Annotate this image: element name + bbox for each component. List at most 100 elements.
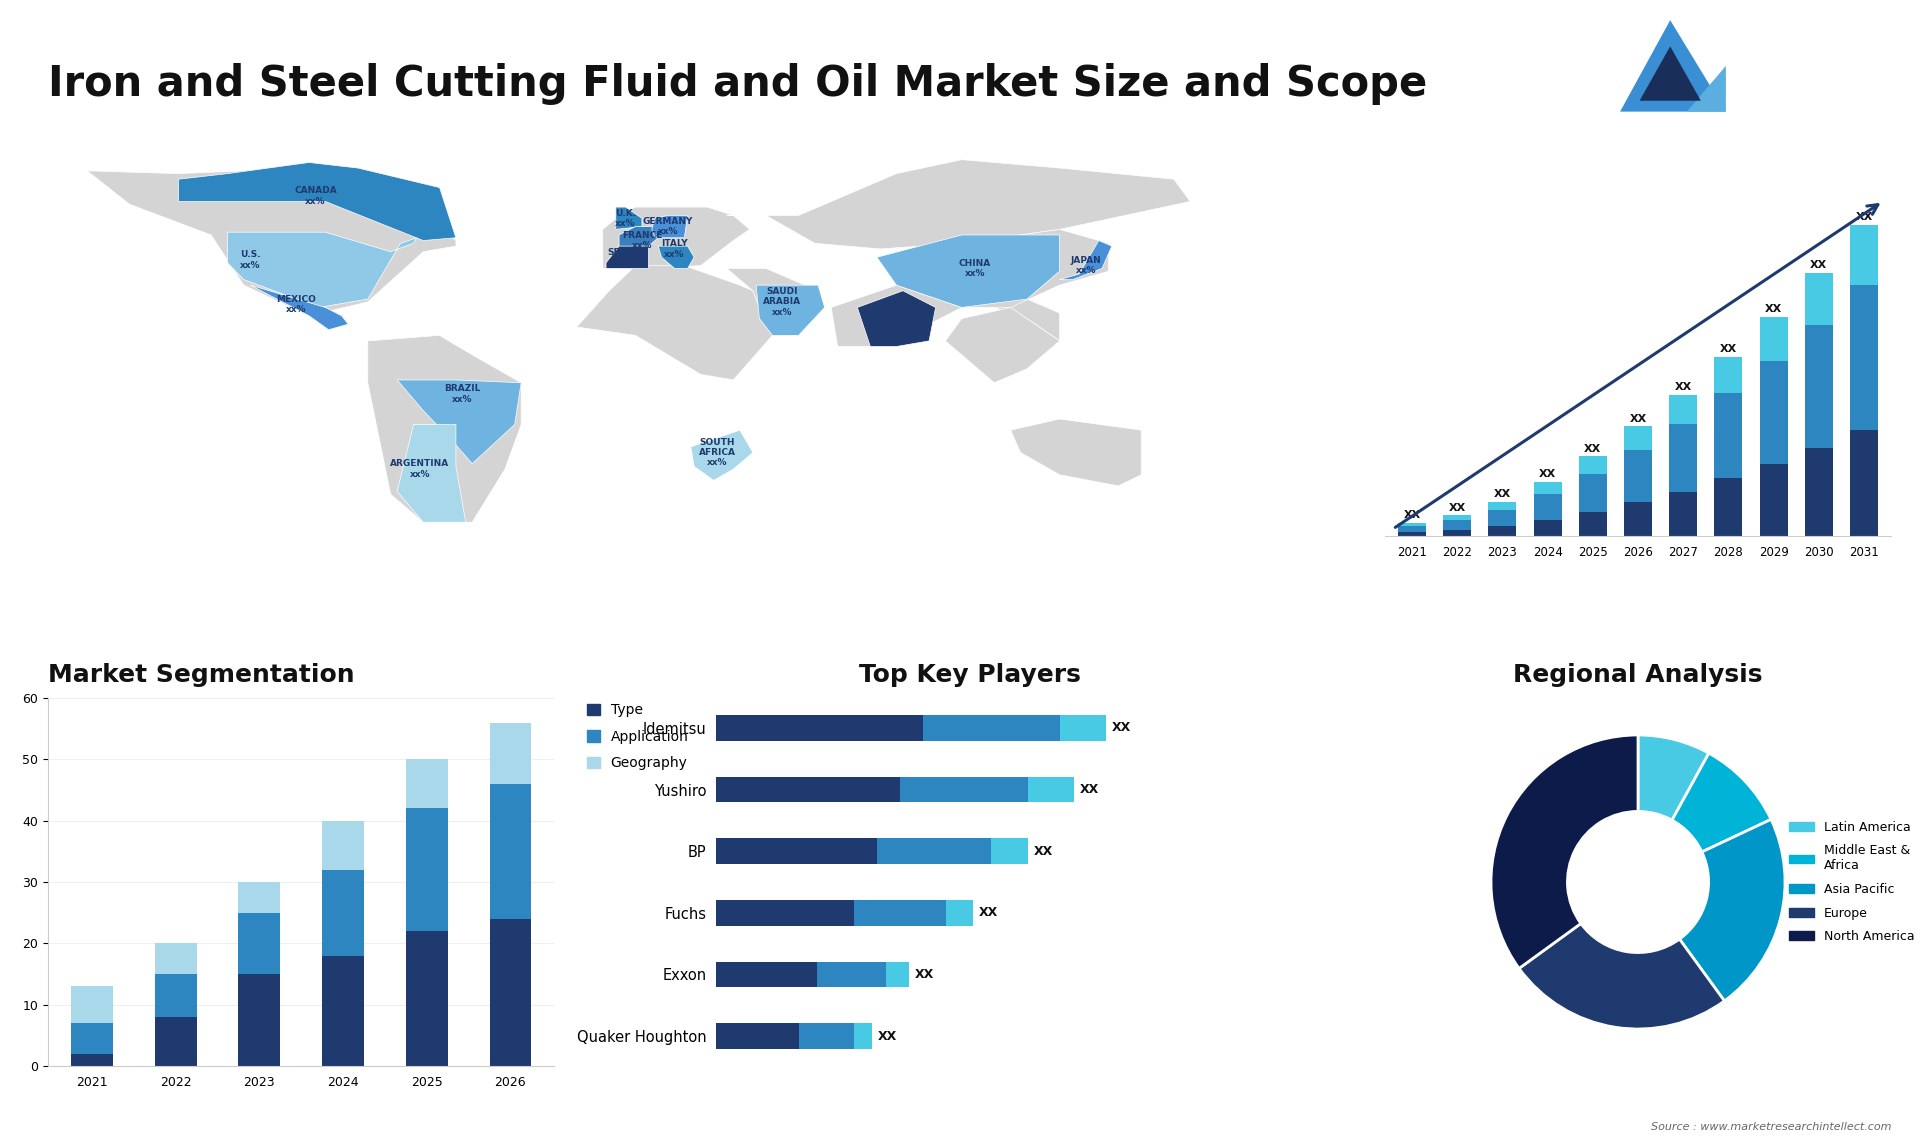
Bar <box>1851 431 1878 536</box>
Bar <box>1534 494 1561 520</box>
Bar <box>71 1053 113 1066</box>
Bar <box>1060 715 1106 740</box>
Bar <box>1398 532 1427 536</box>
Bar <box>885 961 908 988</box>
Title: Top Key Players: Top Key Players <box>858 662 1081 686</box>
Polygon shape <box>659 246 695 268</box>
Polygon shape <box>831 285 1060 346</box>
Bar <box>1805 273 1834 324</box>
Polygon shape <box>179 163 455 241</box>
Bar <box>924 715 1060 740</box>
Polygon shape <box>607 246 649 268</box>
Bar <box>1624 502 1651 536</box>
Bar <box>716 900 854 926</box>
Text: RESEARCH: RESEARCH <box>1740 63 1803 73</box>
Bar <box>1488 526 1517 536</box>
Bar <box>1805 448 1834 536</box>
Bar <box>1668 394 1697 424</box>
Polygon shape <box>858 291 935 346</box>
Bar <box>1534 520 1561 536</box>
Bar <box>238 912 280 974</box>
Legend: Type, Application, Geography: Type, Application, Geography <box>582 698 695 776</box>
Polygon shape <box>603 207 749 268</box>
Polygon shape <box>369 336 520 523</box>
Text: JAPAN
xx%: JAPAN xx% <box>1069 256 1100 275</box>
Bar <box>156 1017 196 1066</box>
Text: Market Segmentation: Market Segmentation <box>48 662 355 686</box>
Bar <box>1578 456 1607 474</box>
Text: CHINA
xx%: CHINA xx% <box>958 259 991 278</box>
Polygon shape <box>1688 65 1726 111</box>
Bar <box>1715 393 1743 478</box>
Polygon shape <box>397 424 467 523</box>
Bar <box>1488 502 1517 510</box>
Bar <box>1668 424 1697 493</box>
Text: XX: XX <box>1855 212 1872 222</box>
Bar <box>1805 324 1834 448</box>
Wedge shape <box>1519 924 1724 1029</box>
Text: SPAIN
xx%: SPAIN xx% <box>607 248 637 267</box>
Text: XX: XX <box>1584 444 1601 454</box>
Text: BRAZIL
xx%: BRAZIL xx% <box>444 384 480 403</box>
Bar <box>945 900 973 926</box>
Wedge shape <box>1680 819 1786 1000</box>
Bar <box>1668 493 1697 536</box>
Text: XX: XX <box>1112 721 1131 735</box>
Bar <box>991 838 1027 864</box>
Bar <box>1444 516 1471 520</box>
Bar <box>156 943 196 974</box>
Bar <box>799 1023 854 1049</box>
Polygon shape <box>728 159 1190 249</box>
Title: Regional Analysis: Regional Analysis <box>1513 662 1763 686</box>
Wedge shape <box>1672 753 1770 851</box>
Text: SOUTH
AFRICA
xx%: SOUTH AFRICA xx% <box>699 438 735 468</box>
Bar <box>1578 474 1607 512</box>
Bar <box>900 777 1027 802</box>
Bar <box>238 882 280 912</box>
Polygon shape <box>86 168 455 316</box>
Text: SAUDI
ARABIA
xx%: SAUDI ARABIA xx% <box>762 286 801 316</box>
Bar <box>1759 361 1788 464</box>
Bar <box>854 900 945 926</box>
Bar <box>716 961 818 988</box>
Text: XX: XX <box>1448 503 1465 512</box>
Polygon shape <box>576 266 793 380</box>
Bar <box>1715 478 1743 536</box>
Bar <box>1759 316 1788 361</box>
Bar <box>818 961 885 988</box>
Text: XX: XX <box>1630 414 1647 424</box>
Bar <box>405 808 447 931</box>
Text: XX: XX <box>1033 845 1052 857</box>
Bar <box>1715 356 1743 393</box>
Bar <box>716 838 877 864</box>
Bar <box>1624 450 1651 502</box>
Polygon shape <box>1010 419 1140 486</box>
Text: XX: XX <box>914 968 933 981</box>
Polygon shape <box>945 307 1060 383</box>
Text: CANADA
xx%: CANADA xx% <box>294 186 338 205</box>
Polygon shape <box>651 215 687 237</box>
Bar <box>490 723 532 784</box>
Bar <box>71 987 113 1023</box>
Text: GERMANY
xx%: GERMANY xx% <box>643 217 693 236</box>
Wedge shape <box>1492 735 1638 968</box>
Bar <box>1398 526 1427 532</box>
Bar <box>490 919 532 1066</box>
Bar <box>716 1023 799 1049</box>
Bar <box>238 974 280 1066</box>
Wedge shape <box>1638 735 1709 821</box>
Polygon shape <box>618 227 662 249</box>
Polygon shape <box>1060 241 1112 280</box>
Bar <box>1027 777 1073 802</box>
Bar <box>1851 285 1878 431</box>
Text: Source : www.marketresearchintellect.com: Source : www.marketresearchintellect.com <box>1651 1122 1891 1132</box>
Polygon shape <box>756 285 826 336</box>
Bar <box>716 777 900 802</box>
Bar <box>156 974 196 1017</box>
Text: MEXICO
xx%: MEXICO xx% <box>276 295 317 314</box>
Polygon shape <box>616 207 641 229</box>
Bar <box>323 956 365 1066</box>
Bar <box>716 715 924 740</box>
Bar <box>1578 512 1607 536</box>
Bar <box>71 1023 113 1053</box>
